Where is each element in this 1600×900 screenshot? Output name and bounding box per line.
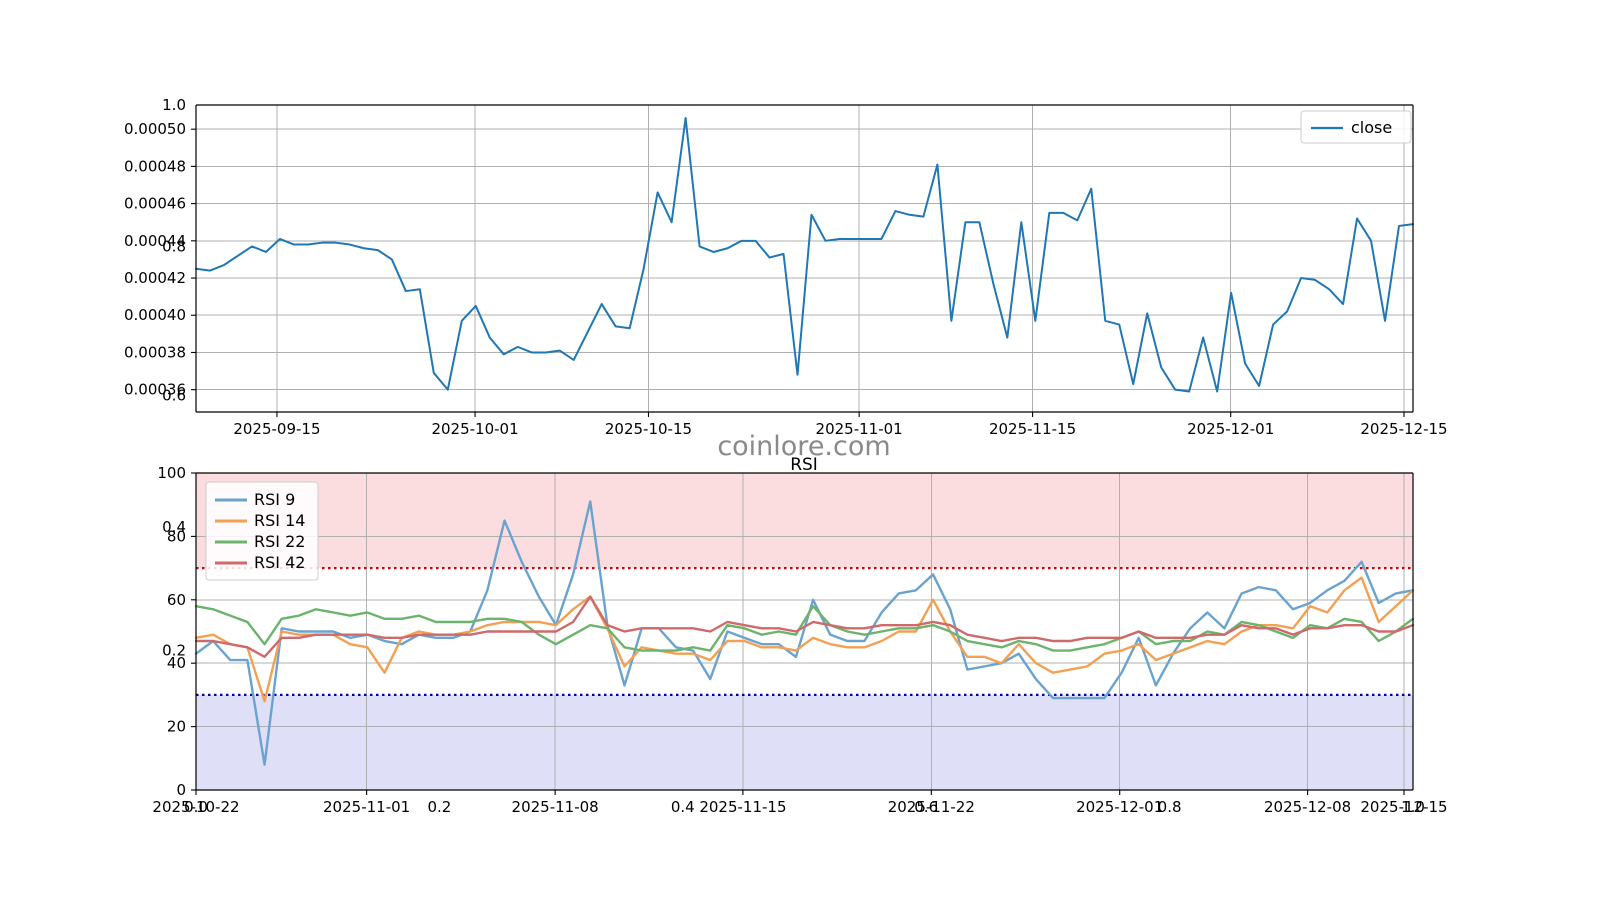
rsi-xtick-label-7: 2025-12-15 <box>1360 798 1447 816</box>
rsi-legend-box <box>205 481 319 581</box>
rsi-ytick-label-1: 20 <box>167 718 186 736</box>
price-xtick-label-4: 2025-11-15 <box>989 420 1076 438</box>
rsi-series-rsi-14 <box>194 576 1415 703</box>
rsi-xtick-sec-label-1: 0.2 <box>427 798 451 816</box>
price-series-close <box>195 117 1414 393</box>
price-xtick-label-2: 2025-10-15 <box>605 420 692 438</box>
rsi-ytick-label-5: 100 <box>157 464 186 482</box>
watermark-text: coinlore.com <box>717 431 890 462</box>
rsi-chart-panel: 0 20 40 60 80 100 0.4 0.2 2025-10-22 2025-11-01 20… <box>152 464 1447 816</box>
rsi-panel-title: RSI <box>790 455 818 475</box>
rsi-xtick-label-3: 2025-11-15 <box>699 798 786 816</box>
price-chart-panel: 0.00036 0.00038 0.00040 0.00042 0.00044 0.000… <box>124 96 1448 438</box>
rsi-xtick-sec-label-4: 0.8 <box>1158 798 1182 816</box>
price-ytick-sec-label-0: 0.6 <box>162 386 186 404</box>
price-xtick-label-5: 2025-12-01 <box>1187 420 1274 438</box>
rsi-xtick-sec-label-5: 1.0 <box>1401 798 1425 816</box>
price-xtick-label-1: 2025-10-01 <box>431 420 518 438</box>
rsi-legend-label-2: RSI 22 <box>254 532 305 551</box>
rsi-legend-label-3: RSI 42 <box>254 553 305 572</box>
price-legend-box <box>1300 110 1412 144</box>
price-legend-label-0: close <box>1351 118 1392 137</box>
price-ytick-sec-label-1: 0.8 <box>162 237 186 255</box>
rsi-xtick-label-4: 2025-11-22 <box>888 798 975 816</box>
rsi-xtick-label-1: 2025-11-01 <box>323 798 410 816</box>
price-ytick-label-3: 0.00042 <box>124 269 186 287</box>
price-xtick-label-3: 2025-11-01 <box>816 420 903 438</box>
rsi-ytick-sec-label-0: 0.2 <box>162 642 186 660</box>
rsi-xtick-label-6: 2025-12-08 <box>1264 798 1351 816</box>
price-ytick-label-2: 0.00040 <box>124 306 186 324</box>
rsi-legend-label-1: RSI 14 <box>254 511 305 530</box>
price-ytick-label-0: 0.00036 <box>124 381 186 399</box>
rsi-ytick-label-0: 0 <box>176 781 186 799</box>
rsi-xtick-label-5: 2025-12-01 <box>1076 798 1163 816</box>
price-ytick-label-7: 0.00050 <box>124 120 186 138</box>
rsi-series-rsi-22 <box>194 604 1415 652</box>
price-xtick-label-0: 2025-09-15 <box>233 420 320 438</box>
price-ytick-label-6: 0.00048 <box>124 157 186 175</box>
rsi-series-rsi-42 <box>194 595 1415 659</box>
price-ytick-label-1: 0.00038 <box>124 343 186 361</box>
rsi-legend-label-0: RSI 9 <box>254 490 295 509</box>
rsi-xtick-sec-label-2: 0.4 <box>671 798 695 816</box>
price-ytick-label-4: 0.00044 <box>124 232 186 250</box>
rsi-xtick-sec-label-0: 0.0 <box>184 798 208 816</box>
rsi-ytick-label-3: 60 <box>167 591 186 609</box>
rsi-ytick-sec-label-1: 0.4 <box>162 518 186 536</box>
price-xtick-label-6: 2025-12-15 <box>1360 420 1447 438</box>
rsi-ytick-label-2: 40 <box>167 654 186 672</box>
price-ytick-sec-label-2: 1.0 <box>162 96 186 114</box>
rsi-band-overbought <box>196 473 1413 569</box>
rsi-xtick-sec-label-3: 0.6 <box>914 798 938 816</box>
rsi-xtick-label-0: 2025-10-22 <box>152 798 239 816</box>
rsi-band-oversold <box>196 694 1413 790</box>
price-ytick-label-5: 0.00046 <box>124 195 186 213</box>
rsi-xtick-label-2: 2025-11-08 <box>512 798 599 816</box>
rsi-ytick-label-4: 80 <box>167 527 186 545</box>
